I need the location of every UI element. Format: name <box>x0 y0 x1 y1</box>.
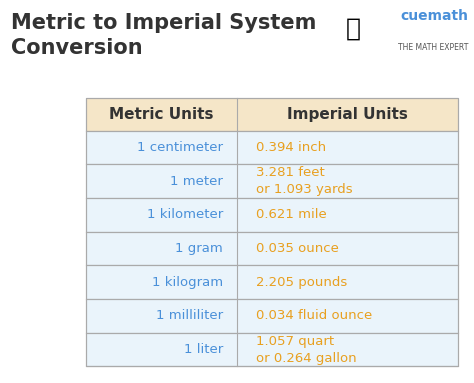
Text: 1 centimeter: 1 centimeter <box>137 141 223 154</box>
Text: 1 gram: 1 gram <box>175 242 223 255</box>
FancyBboxPatch shape <box>86 299 458 333</box>
FancyBboxPatch shape <box>86 98 458 131</box>
FancyBboxPatch shape <box>86 164 458 198</box>
FancyBboxPatch shape <box>86 265 458 299</box>
Text: 1 kilogram: 1 kilogram <box>152 276 223 289</box>
Text: 0.034 fluid ounce: 0.034 fluid ounce <box>256 309 372 322</box>
Text: cuemath: cuemath <box>400 9 468 23</box>
FancyBboxPatch shape <box>86 232 458 265</box>
Text: 1.057 quart
or 0.264 gallon: 1.057 quart or 0.264 gallon <box>256 335 356 365</box>
FancyBboxPatch shape <box>86 198 458 232</box>
Text: 0.035 ounce: 0.035 ounce <box>256 242 339 255</box>
Text: 1 kilometer: 1 kilometer <box>146 208 223 221</box>
FancyBboxPatch shape <box>86 131 458 164</box>
FancyBboxPatch shape <box>86 333 458 367</box>
Text: THE MATH EXPERT: THE MATH EXPERT <box>398 43 468 52</box>
Text: 0.394 inch: 0.394 inch <box>256 141 326 154</box>
Text: 3.281 feet
or 1.093 yards: 3.281 feet or 1.093 yards <box>256 166 353 196</box>
Text: Metric to Imperial System
Conversion: Metric to Imperial System Conversion <box>11 13 316 57</box>
Text: Metric Units: Metric Units <box>109 107 214 122</box>
Text: 1 meter: 1 meter <box>170 175 223 188</box>
Text: 2.205 pounds: 2.205 pounds <box>256 276 347 289</box>
Text: 1 milliliter: 1 milliliter <box>156 309 223 322</box>
Text: 0.621 mile: 0.621 mile <box>256 208 327 221</box>
Text: Imperial Units: Imperial Units <box>287 107 408 122</box>
Text: 🚀: 🚀 <box>346 16 360 41</box>
Text: 1 liter: 1 liter <box>183 343 223 356</box>
